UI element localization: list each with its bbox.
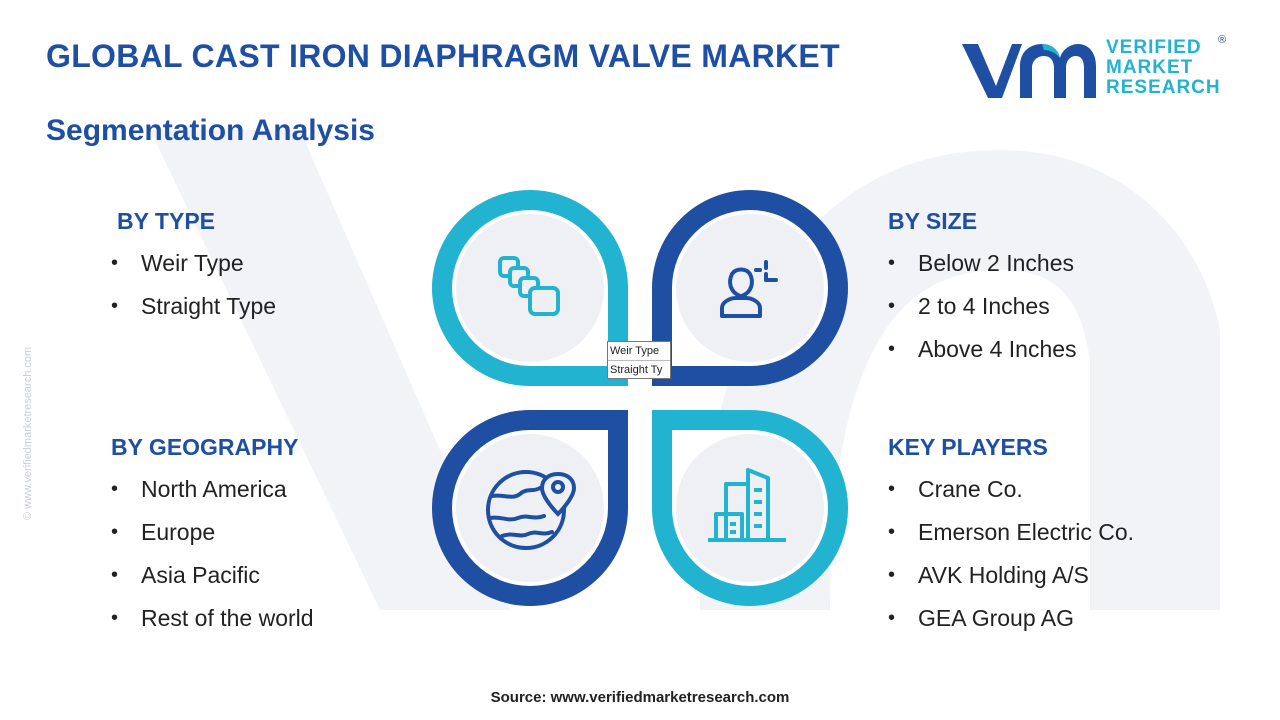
list-item: Asia Pacific [111,563,314,606]
list-item: 2 to 4 Inches [888,294,1077,337]
segment-list: Crane Co. Emerson Electric Co. AVK Holdi… [888,477,1134,649]
segment-key-players: KEY PLAYERS Crane Co. Emerson Electric C… [888,434,1134,649]
company-logo: VERIFIED MARKET RESEARCH ® [960,34,1230,104]
segment-list: North America Europe Asia Pacific Rest o… [111,477,314,649]
page-subtitle: Segmentation Analysis [46,114,375,147]
list-item: Emerson Electric Co. [888,520,1134,563]
segment-list: Weir Type Straight Type [111,251,276,337]
logo-wordmark: VERIFIED MARKET RESEARCH [1106,38,1221,98]
segment-by-size: BY SIZE Below 2 Inches 2 to 4 Inches Abo… [888,208,1077,380]
list-item: Below 2 Inches [888,251,1077,294]
list-item: Crane Co. [888,477,1134,520]
logo-line-2: MARKET [1106,57,1194,78]
overlay-label-box: Weir Type Straight Ty [607,341,671,379]
geography-petal [432,410,628,606]
list-item: GEA Group AG [888,606,1134,649]
page-title: GLOBAL CAST IRON DIAPHRAGM VALVE MARKET [46,38,840,74]
list-item: Europe [111,520,314,563]
list-item: Above 4 Inches [888,337,1077,380]
list-item: Rest of the world [111,606,314,649]
connected-squares-icon [498,256,560,316]
list-item: AVK Holding A/S [888,563,1134,606]
segment-by-geography: BY GEOGRAPHY North America Europe Asia P… [111,434,314,649]
list-item: North America [111,477,314,520]
logo-line-1: VERIFIED [1106,37,1202,58]
overlay-label-row-1: Weir Type [610,345,660,357]
overlay-label-row-2: Straight Ty [608,360,670,378]
segment-heading: BY TYPE [117,208,215,234]
side-watermark-url: © www.verifiedmarketresearch.com [22,346,34,520]
globe-pin-icon [486,470,577,550]
segmentation-diagram [432,190,848,606]
list-item: Weir Type [111,251,276,294]
segment-by-type: BY TYPE Weir Type Straight Type [111,208,276,337]
segment-heading: KEY PLAYERS [888,434,1048,460]
segment-heading: BY GEOGRAPHY [111,434,299,460]
vmr-logo-mark [962,44,1096,98]
segment-list: Below 2 Inches 2 to 4 Inches Above 4 Inc… [888,251,1077,380]
logo-line-3: RESEARCH [1106,77,1221,98]
list-item: Straight Type [111,294,276,337]
registered-mark: ® [1218,34,1227,46]
city-buildings-icon [708,468,786,542]
segment-heading: BY SIZE [888,208,978,234]
user-measure-icon [720,260,778,318]
source-citation: Source: www.verifiedmarketresearch.com [490,689,790,706]
